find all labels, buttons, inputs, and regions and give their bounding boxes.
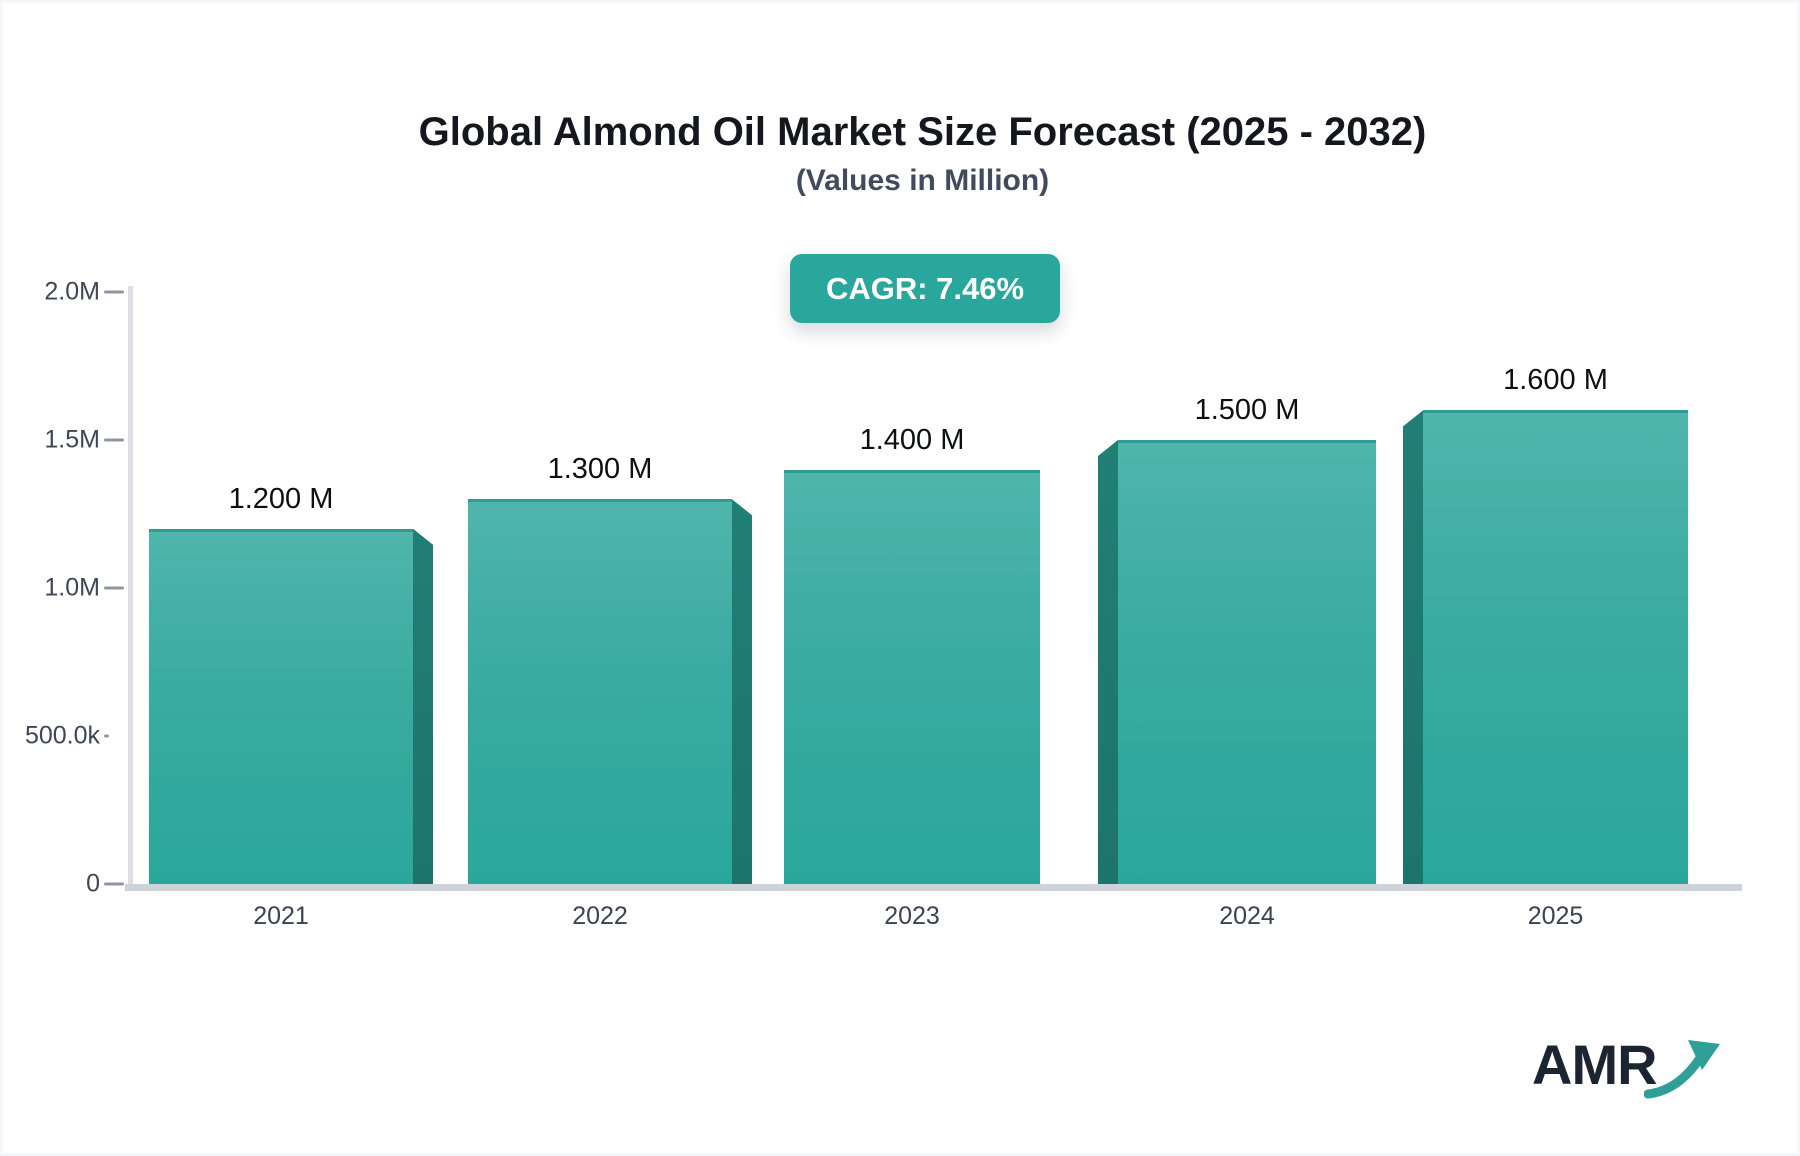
x-axis-line <box>125 884 1742 891</box>
bar-side-shadow <box>1098 440 1118 884</box>
y-axis-tick-mark <box>104 438 124 442</box>
x-axis-label: 2023 <box>884 902 940 930</box>
bar-side-shadow <box>1403 410 1423 884</box>
bar-2021 <box>149 528 413 884</box>
y-axis-tick-label: 2.0M <box>44 277 100 306</box>
y-axis-tick-mark <box>104 290 124 294</box>
bar-value-label: 1.500 M <box>1194 394 1300 426</box>
x-axis-label: 2022 <box>572 902 628 930</box>
bar-2023 <box>784 469 1040 884</box>
x-axis-label: 2024 <box>1219 902 1275 930</box>
cagr-badge-label: CAGR: 7.46% <box>825 270 1025 306</box>
chart-subtitle: (Values in Million) <box>795 164 1050 197</box>
bar-2024 <box>1118 440 1376 884</box>
y-axis-tick-label: 1.0M <box>44 573 100 602</box>
bar-2025 <box>1423 410 1688 884</box>
amr-logo: AMR <box>1532 1032 1732 1112</box>
bar-2022 <box>468 499 732 884</box>
bar-value-label: 1.400 M <box>859 423 965 456</box>
x-axis-label: 2021 <box>253 902 309 930</box>
x-axis-label: 2025 <box>1527 902 1584 930</box>
y-axis-line <box>128 286 133 890</box>
y-axis-tick-mark <box>104 882 124 886</box>
y-axis-tick-mark <box>104 734 109 738</box>
bar-side-shadow <box>413 528 433 884</box>
bar-value-label: 1.300 M <box>547 453 653 486</box>
bar-side-shadow <box>732 499 752 884</box>
y-axis-tick-label: 500.0k <box>24 721 100 750</box>
cagr-badge: CAGR: 7.46% <box>790 254 1060 323</box>
y-axis-tick-label: 0 <box>86 869 100 898</box>
chart-title: Global Almond Oil Market Size Forecast (… <box>418 110 1427 154</box>
bar-value-label: 1.200 M <box>228 482 334 515</box>
bar-value-label: 1.600 M <box>1503 364 1608 397</box>
y-axis-tick-label: 1.5M <box>44 425 100 454</box>
y-axis-tick-mark <box>104 586 124 590</box>
amr-logo-text: AMR <box>1532 1033 1658 1096</box>
growth-arrow-icon <box>1644 1040 1720 1099</box>
